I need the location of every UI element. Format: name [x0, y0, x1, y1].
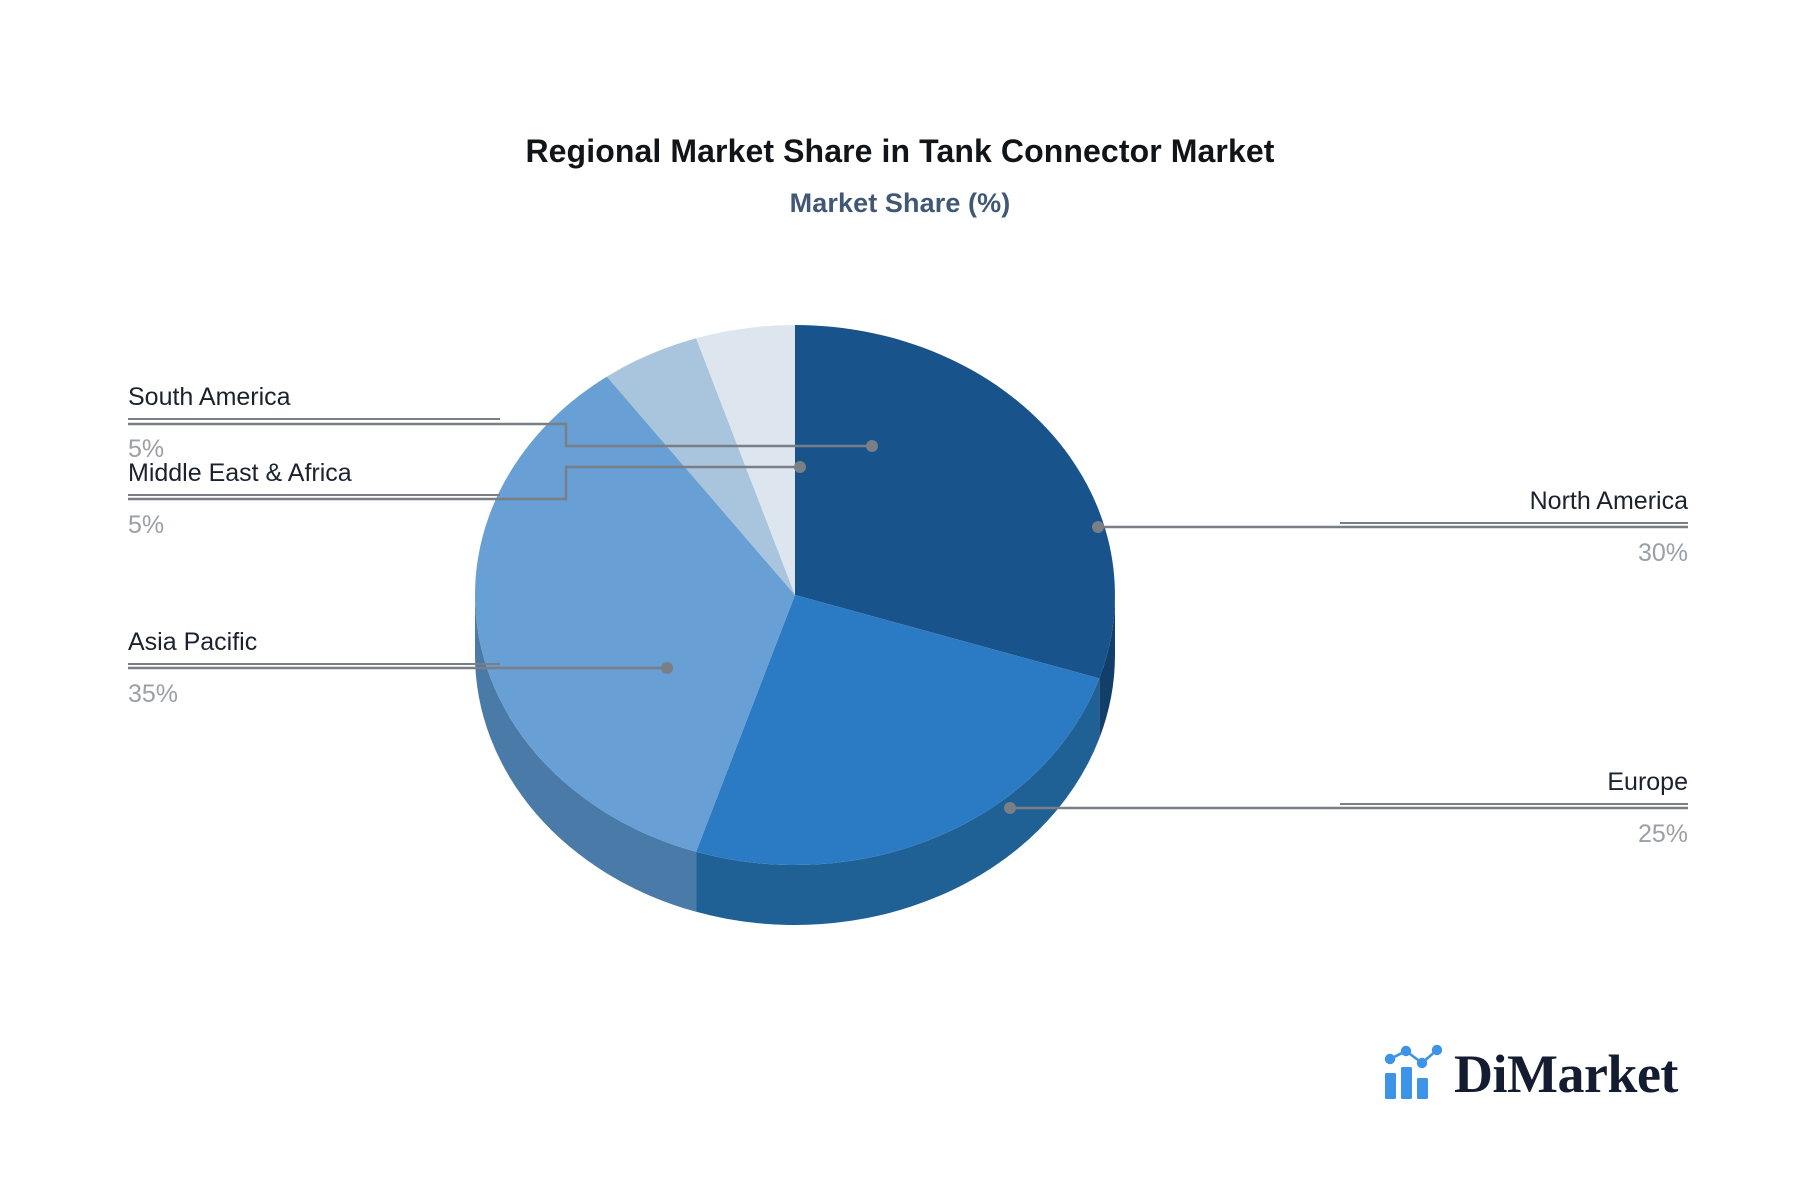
callout-label-south-america: South America [128, 382, 500, 420]
pie-side-asia-pacific [475, 595, 697, 912]
leader-dot-asia-pacific [661, 662, 673, 674]
pie-3d-side [475, 595, 1115, 926]
callout-value-middle-east-africa: 5% [128, 511, 165, 539]
callout-north-america: North America 30% [1340, 486, 1688, 568]
leader-dot-europe [1004, 802, 1016, 814]
brand-name: DiMarket [1454, 1044, 1678, 1104]
leader-lines [128, 422, 1688, 814]
callout-label-asia-pacific: Asia Pacific [128, 627, 500, 665]
pie-top-face [475, 325, 1115, 866]
callout-value-south-america: 5% [128, 435, 165, 463]
callout-label-middle-east-africa: Middle East & Africa [128, 458, 500, 496]
pie-slice-south-america [696, 325, 795, 595]
pie-side-north-america [1099, 595, 1115, 739]
pie-slice-asia-pacific [475, 376, 795, 852]
callout-middle-east-africa: Middle East & Africa 5% [128, 458, 500, 540]
callout-label-europe: Europe [1340, 767, 1688, 805]
callout-label-north-america: North America [1340, 486, 1688, 524]
leader-dot-middle-east-africa [794, 461, 806, 473]
chart-subtitle: Market Share (%) [789, 188, 1011, 218]
callout-south-america: South America 5% [128, 382, 500, 464]
brand-logo: DiMarket [1382, 1045, 1678, 1101]
callout-europe: Europe 25% [1340, 767, 1688, 849]
leader-line-south-america [128, 422, 872, 448]
callout-asia-pacific: Asia Pacific 35% [128, 627, 500, 709]
callout-value-europe: 25% [1637, 820, 1688, 848]
pie-slice-north-america [795, 325, 1115, 679]
leader-line-middle-east-africa [128, 465, 800, 501]
leader-dot-south-america [866, 440, 878, 452]
bar-chart-logo-icon [1384, 1045, 1443, 1099]
callout-value-asia-pacific: 35% [128, 680, 179, 708]
leader-dot-north-america [1092, 521, 1104, 533]
pie-slice-europe [696, 595, 1100, 866]
callout-value-north-america: 30% [1637, 539, 1688, 567]
pie-side-europe [696, 678, 1100, 926]
chart-title: Regional Market Share in Tank Connector … [525, 133, 1275, 169]
